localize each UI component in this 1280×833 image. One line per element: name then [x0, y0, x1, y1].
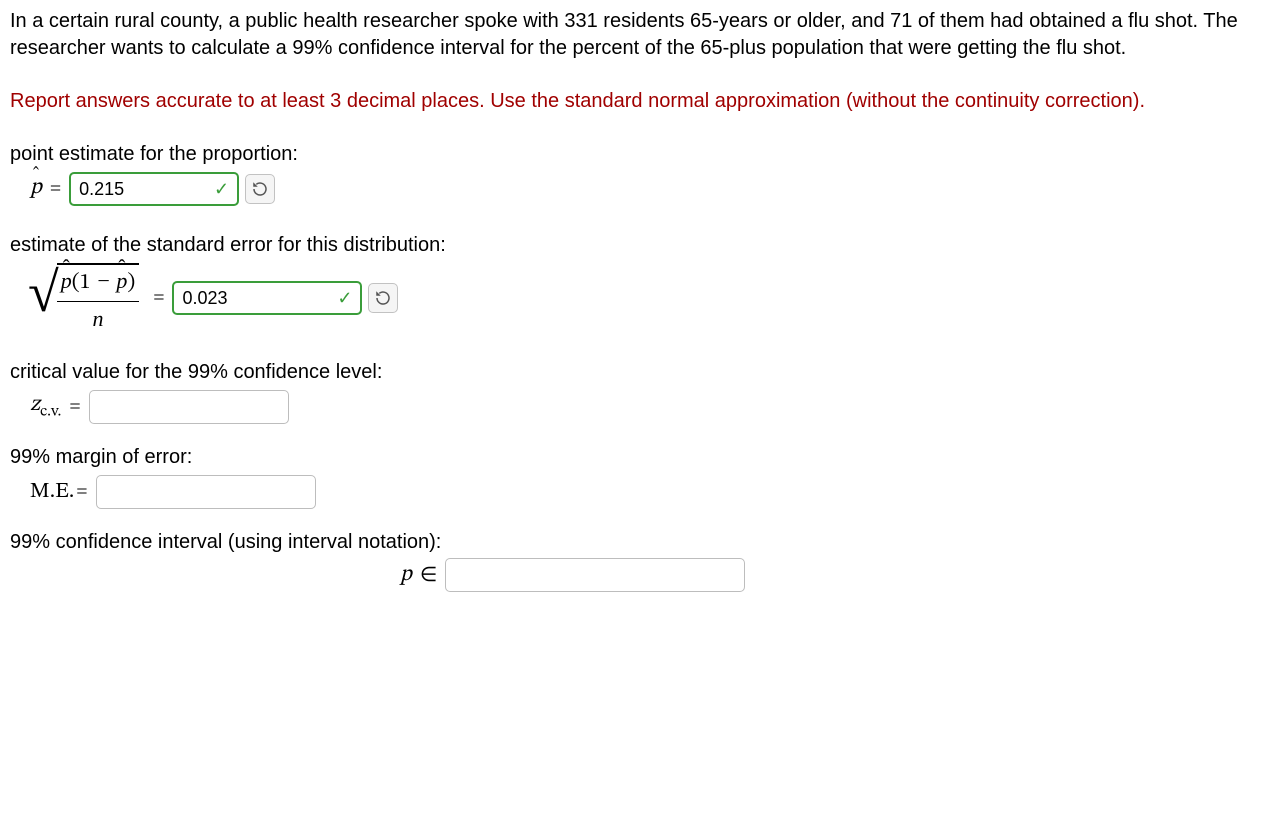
q4-lhs: M.E.: [30, 478, 74, 508]
q3-prompt: critical value for the 99% confidence le…: [10, 359, 1270, 386]
equals-sign: =: [69, 394, 80, 421]
q5-input[interactable]: [445, 558, 745, 592]
q5-prompt: 99% confidence interval (using interval …: [10, 529, 1270, 556]
q1-input[interactable]: 0.215 ✓: [69, 172, 239, 206]
q2-denominator: n: [92, 302, 103, 334]
q1-row: p = 0.215 ✓: [30, 172, 1270, 206]
check-icon: ✓: [337, 286, 352, 310]
q1-prompt: point estimate for the proportion:: [10, 141, 1270, 168]
retry-icon: [374, 289, 392, 307]
check-icon: ✓: [214, 177, 229, 201]
q2-input[interactable]: 0.023 ✓: [172, 281, 362, 315]
element-of-sign: ∈: [420, 562, 437, 589]
q2-numerator: p(1 − p): [57, 266, 139, 302]
retry-icon: [251, 180, 269, 198]
q5-lhs: p: [400, 561, 412, 591]
q2-prompt: estimate of the standard error for this …: [10, 232, 1270, 259]
problem-statement: In a certain rural county, a public heal…: [10, 8, 1270, 62]
equals-sign: =: [76, 479, 87, 506]
q1-lhs: p: [30, 174, 42, 204]
q3-input[interactable]: [89, 390, 289, 424]
q3-row: zc.v. =: [30, 390, 1270, 424]
retry-button[interactable]: [245, 174, 275, 204]
q4-row: M.E. =: [30, 475, 1270, 509]
retry-button[interactable]: [368, 283, 398, 313]
q3-lhs: zc.v.: [30, 391, 61, 423]
q2-formula: √ p(1 − p) n: [28, 263, 139, 333]
q4-input[interactable]: [96, 475, 316, 509]
instruction-text: Report answers accurate to at least 3 de…: [10, 88, 1270, 115]
q2-row: √ p(1 − p) n = 0.023 ✓: [10, 263, 1270, 333]
equals-sign: =: [50, 176, 61, 203]
equals-sign: =: [153, 285, 164, 312]
q1-value: 0.215: [79, 177, 208, 201]
q4-prompt: 99% margin of error:: [10, 444, 1270, 471]
q5-row: p ∈: [400, 558, 1270, 592]
q2-value: 0.023: [182, 286, 331, 310]
